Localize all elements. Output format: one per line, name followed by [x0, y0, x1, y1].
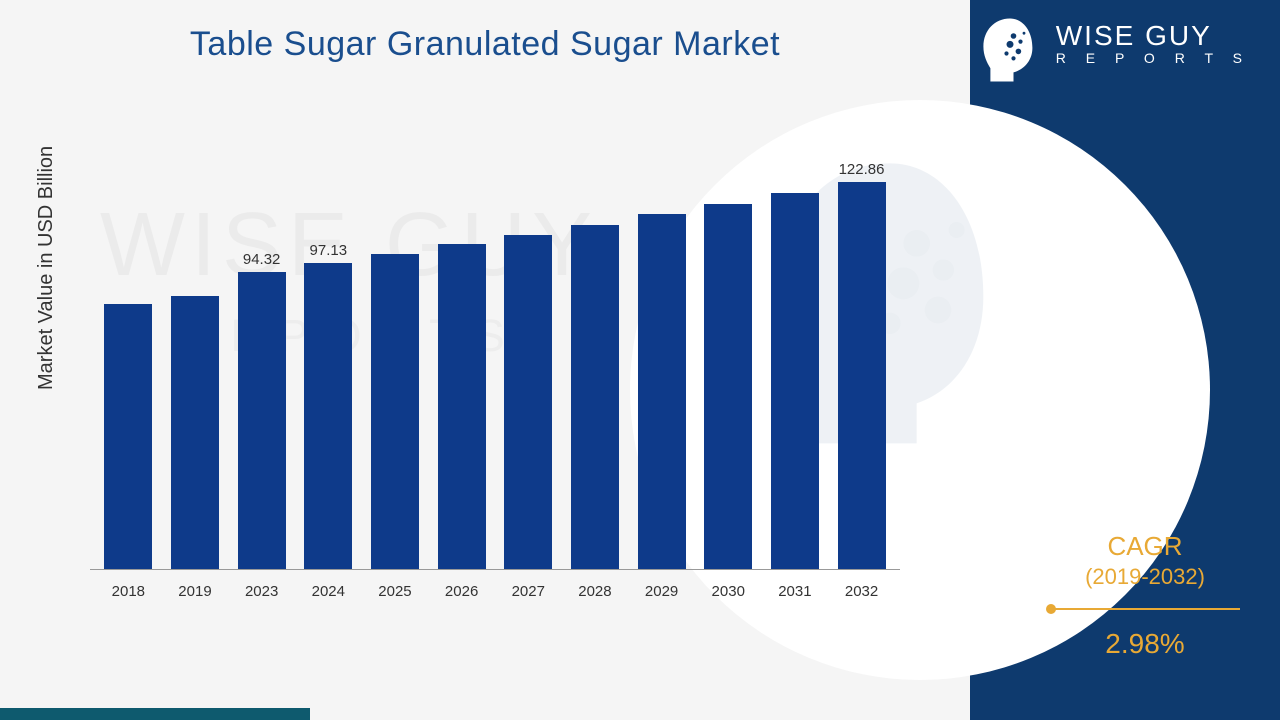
x-tick-label: 2031 — [765, 583, 825, 600]
bars-area: 94.32 97.13 122.86 — [90, 160, 900, 570]
bar — [838, 182, 886, 569]
cagr-period: (2019-2032) — [1050, 564, 1240, 590]
bar — [571, 225, 619, 569]
bar — [104, 304, 152, 569]
chart-title: Table Sugar Granulated Sugar Market — [50, 25, 920, 64]
bar-group — [632, 210, 692, 569]
cagr-value: 2.98% — [1050, 628, 1240, 660]
bar — [171, 296, 219, 569]
bar-value-label: 94.32 — [243, 251, 281, 268]
bar-group — [165, 292, 225, 569]
bar — [704, 204, 752, 569]
x-tick-label: 2025 — [365, 583, 425, 600]
bar-group — [698, 200, 758, 569]
x-tick-label: 2027 — [498, 583, 558, 600]
bar — [238, 272, 286, 569]
chart-container: 94.32 97.13 122.86 2018 2019 2023 2024 2025 202… — [90, 160, 900, 610]
x-tick-label: 2018 — [98, 583, 158, 600]
logo-sub-text: R E P O R T S — [1056, 50, 1250, 66]
x-tick-label: 2029 — [632, 583, 692, 600]
bottom-accent-bar — [0, 708, 310, 720]
bar-group — [365, 250, 425, 569]
bar-value-label: 122.86 — [839, 161, 885, 178]
bar — [371, 254, 419, 569]
bar — [638, 214, 686, 569]
bar-group: 94.32 — [232, 251, 292, 569]
bar-group — [765, 189, 825, 569]
logo: WISE GUY R E P O R T S — [1056, 20, 1250, 66]
cagr-label: CAGR — [1050, 531, 1240, 562]
y-axis-label: Market Value in USD Billion — [35, 146, 58, 390]
bar-group — [498, 231, 558, 569]
cagr-divider — [1050, 608, 1240, 610]
x-tick-label: 2019 — [165, 583, 225, 600]
bar-group — [432, 240, 492, 569]
x-tick-label: 2026 — [432, 583, 492, 600]
logo-main-text: WISE GUY — [1056, 20, 1250, 52]
bar — [438, 244, 486, 569]
x-axis-labels: 2018 2019 2023 2024 2025 2026 2027 2028 2029 2030… — [90, 583, 900, 600]
x-tick-label: 2023 — [232, 583, 292, 600]
bar-value-label: 97.13 — [310, 242, 348, 259]
x-tick-label: 2032 — [832, 583, 892, 600]
bar-group: 122.86 — [832, 161, 892, 569]
logo-head-icon — [975, 15, 1045, 85]
x-tick-label: 2030 — [698, 583, 758, 600]
bar — [304, 263, 352, 569]
bar-group — [98, 300, 158, 569]
bar — [771, 193, 819, 569]
cagr-block: CAGR (2019-2032) 2.98% — [1050, 531, 1240, 660]
bar — [504, 235, 552, 569]
x-tick-label: 2024 — [298, 583, 358, 600]
bar-group: 97.13 — [298, 242, 358, 569]
x-tick-label: 2028 — [565, 583, 625, 600]
bar-group — [565, 221, 625, 569]
